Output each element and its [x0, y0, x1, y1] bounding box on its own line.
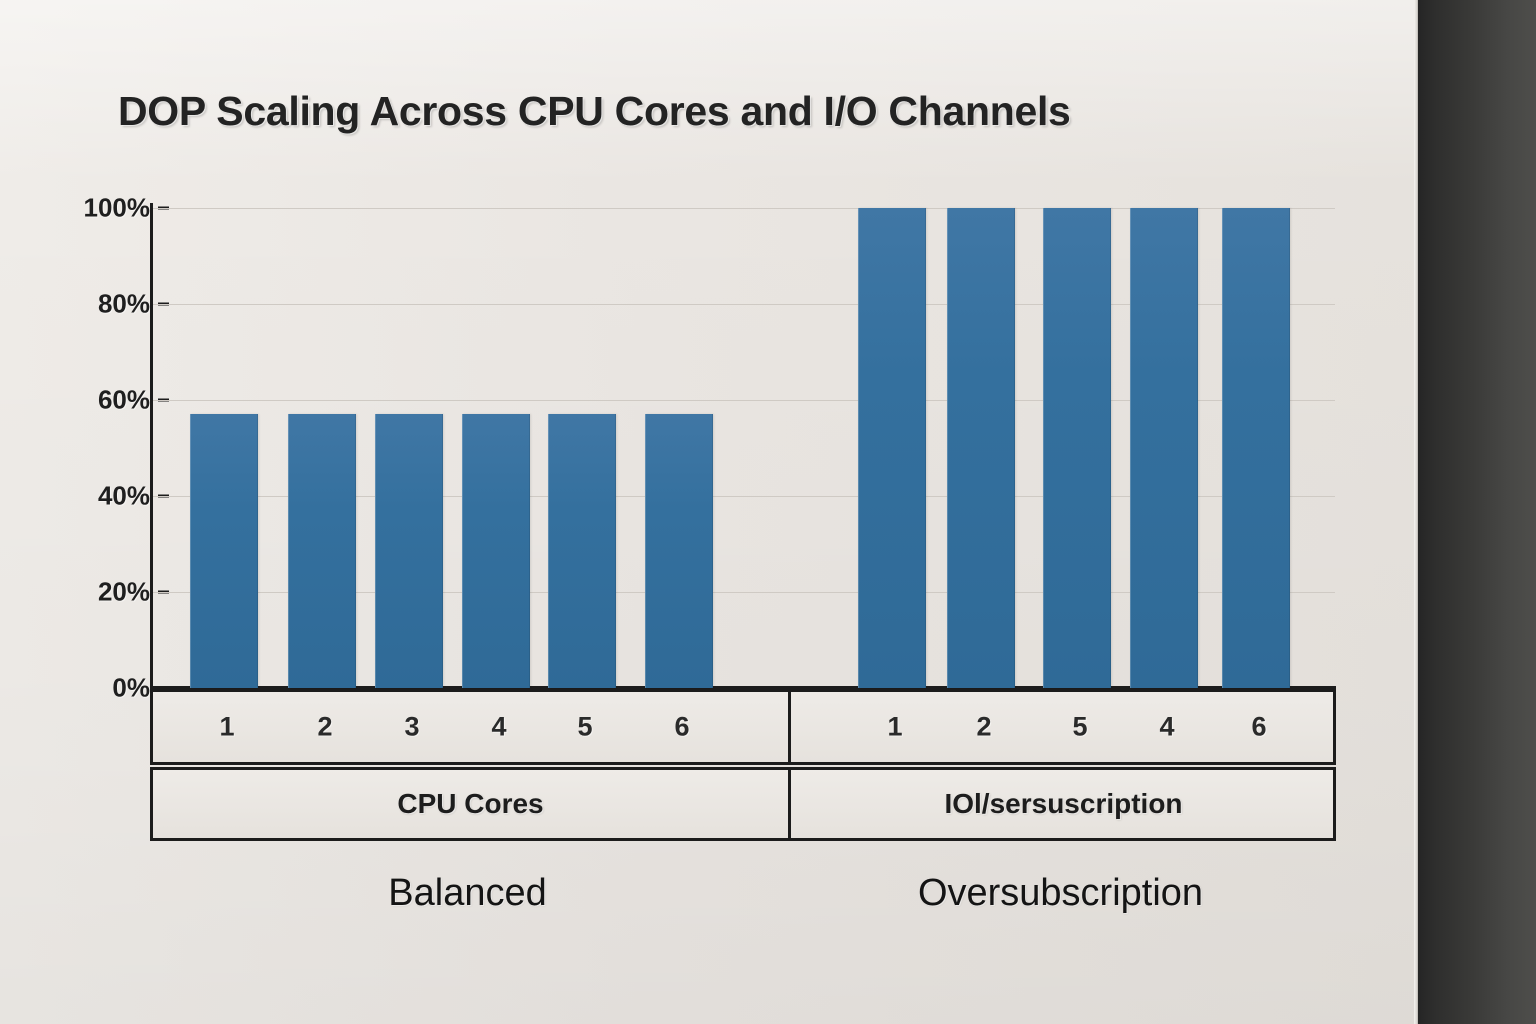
- bar: [1130, 208, 1198, 688]
- x-tick-label: 2: [317, 711, 333, 742]
- x-tick-label: 4: [491, 711, 507, 742]
- group-divider: [788, 770, 791, 838]
- bar: [190, 414, 258, 688]
- y-axis-label: 80%: [97, 288, 150, 319]
- panel-edge-highlight: [1414, 0, 1419, 1024]
- bar: [375, 414, 443, 688]
- x-tick-label: 2: [976, 711, 992, 742]
- x-tick-label: 1: [219, 711, 235, 742]
- group-caption: Balanced: [388, 872, 547, 914]
- y-axis-label: 20%: [97, 576, 150, 607]
- x-tick-label: 3: [404, 711, 420, 742]
- x-tick-label: 4: [1159, 711, 1175, 742]
- bar: [462, 414, 530, 688]
- bar: [548, 414, 616, 688]
- bar: [645, 414, 713, 688]
- group-divider: [788, 692, 791, 762]
- caption-layer: Balanced Oversubscription: [388, 872, 1204, 914]
- bar: [947, 208, 1015, 688]
- y-axis-label: 100%: [83, 192, 151, 223]
- gridline-20: [152, 592, 1335, 593]
- bar: [1043, 208, 1111, 688]
- bar: [858, 208, 926, 688]
- group-caption: Oversubscription: [917, 872, 1204, 914]
- right-side-dark-panel: [1418, 0, 1536, 1024]
- x-tick-label: 1: [887, 711, 903, 742]
- x-tick-label: 5: [1072, 711, 1088, 742]
- group-label: IOl/sersuscription: [944, 788, 1183, 819]
- gridline-60: [152, 400, 1335, 401]
- x-axis-line: [150, 686, 1336, 690]
- bar: [288, 414, 356, 688]
- group-label: CPU Cores: [397, 788, 544, 819]
- chart-canvas: DOP Scaling Across CPU Cores and I/O Cha…: [0, 0, 1418, 1024]
- y-axis-label: 40%: [97, 480, 150, 511]
- x-tick-label: 5: [577, 711, 593, 742]
- chart-title: DOP Scaling Across CPU Cores and I/O Cha…: [118, 88, 1071, 134]
- group-label-row: CPU Cores IOl/sersuscription: [150, 767, 1336, 841]
- bars-layer: [190, 208, 1290, 688]
- y-axis-label: 60%: [97, 384, 150, 415]
- bar: [1222, 208, 1290, 688]
- gridline-40: [152, 496, 1335, 497]
- x-tick-label: 6: [1251, 711, 1267, 742]
- x-tick-label-row: 1 2 3 4 5 6 1 2 5 4 6: [150, 689, 1336, 765]
- y-axis-label: 0%: [112, 672, 150, 703]
- gridline-100: [152, 208, 1335, 209]
- gridline-80: [152, 304, 1335, 305]
- x-tick-label: 6: [674, 711, 690, 742]
- y-axis-line: [150, 203, 153, 693]
